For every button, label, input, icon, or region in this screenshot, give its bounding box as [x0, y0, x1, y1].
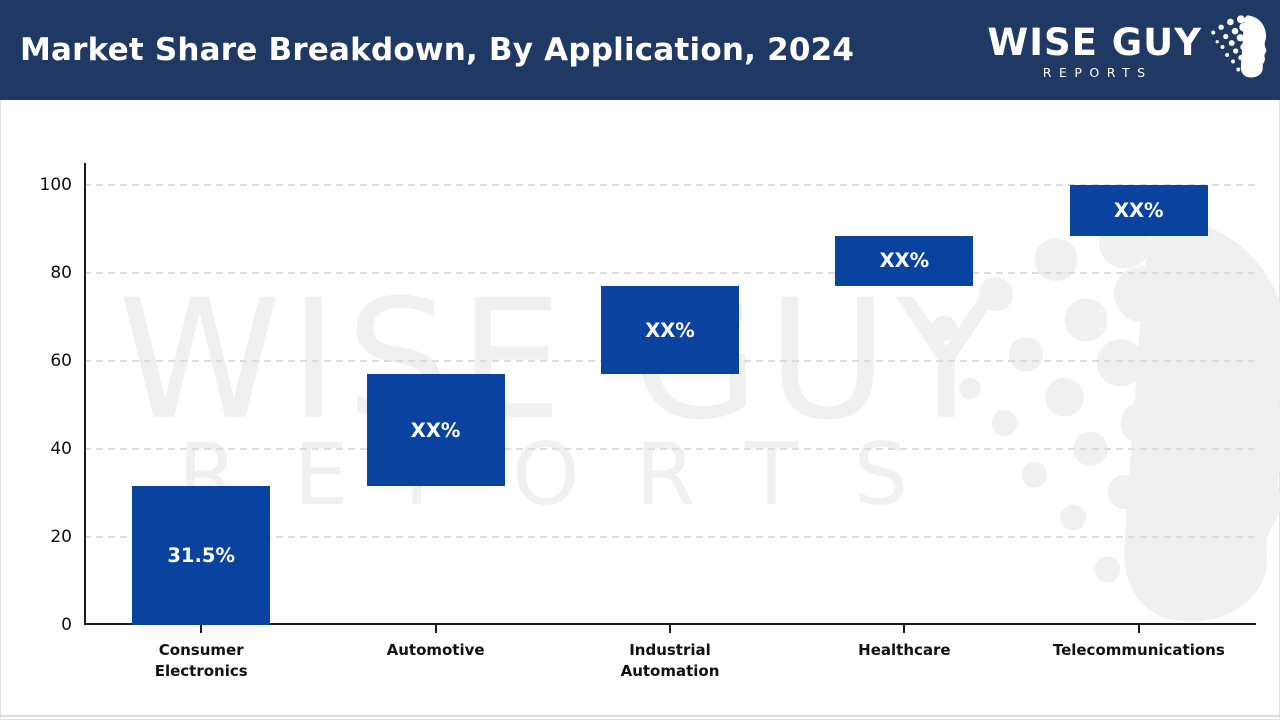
bar-consumer-electronics: 31.5% — [132, 486, 271, 625]
bar-telecommunications: XX% — [1069, 185, 1208, 236]
bar-value-label: 31.5% — [167, 544, 236, 568]
x-axis-category-label: Automotive — [386, 641, 485, 659]
gridline-100 — [84, 184, 1256, 186]
logo-tagline: REPORTS — [1042, 65, 1153, 80]
x-axis-category-label: Consumer Electronics — [154, 641, 248, 680]
plot-area: 0 20 40 60 80 100 31.5% Consumer Electronics XX%… — [40, 163, 1256, 680]
y-axis-line — [84, 163, 86, 625]
watermark-reports: REPORTS — [178, 425, 965, 525]
x-axis-category-label: Telecommunications — [1052, 641, 1225, 659]
y-axis-tick-label: 100 — [39, 175, 72, 195]
wise-guy-logo: WISE GUY REPORTS — [987, 8, 1270, 90]
gridline-80 — [84, 272, 1256, 274]
bar-healthcare: XX% — [835, 235, 974, 287]
logo-name: WISE GUY — [987, 21, 1202, 64]
gridline-20 — [84, 536, 1256, 538]
bar-value-label: XX% — [410, 418, 461, 442]
x-axis-tick — [200, 625, 203, 633]
header-bar: Market Share Breakdown, By Application, … — [0, 0, 1280, 100]
bar-industrial-automation: XX% — [601, 286, 739, 375]
x-axis-tick — [434, 625, 437, 633]
bar-value-label: XX% — [879, 249, 930, 273]
x-axis-tick — [669, 625, 671, 633]
x-axis-tick — [1137, 625, 1140, 633]
y-axis-tick-label: 20 — [50, 527, 72, 547]
x-axis-tick — [903, 625, 906, 633]
y-axis-tick-label: 40 — [50, 439, 72, 459]
logo-face-icon — [1211, 15, 1267, 78]
x-axis-line — [84, 623, 1256, 625]
gridline-40 — [84, 448, 1256, 450]
x-axis-category-label: Industrial Automation — [620, 641, 720, 680]
bar-automotive: XX% — [366, 374, 505, 487]
y-axis-tick-label: 80 — [50, 263, 72, 283]
y-axis-tick-label: 60 — [50, 351, 72, 371]
logo-text: WISE GUY REPORTS — [987, 24, 1202, 80]
page-title: Market Share Breakdown, By Application, … — [20, 32, 855, 68]
bottom-divider — [0, 715, 1280, 717]
bar-value-label: XX% — [645, 318, 695, 342]
bar-value-label: XX% — [1113, 198, 1164, 222]
y-axis-tick-label: 0 — [61, 615, 72, 635]
x-axis-category-label: Healthcare — [858, 641, 951, 659]
